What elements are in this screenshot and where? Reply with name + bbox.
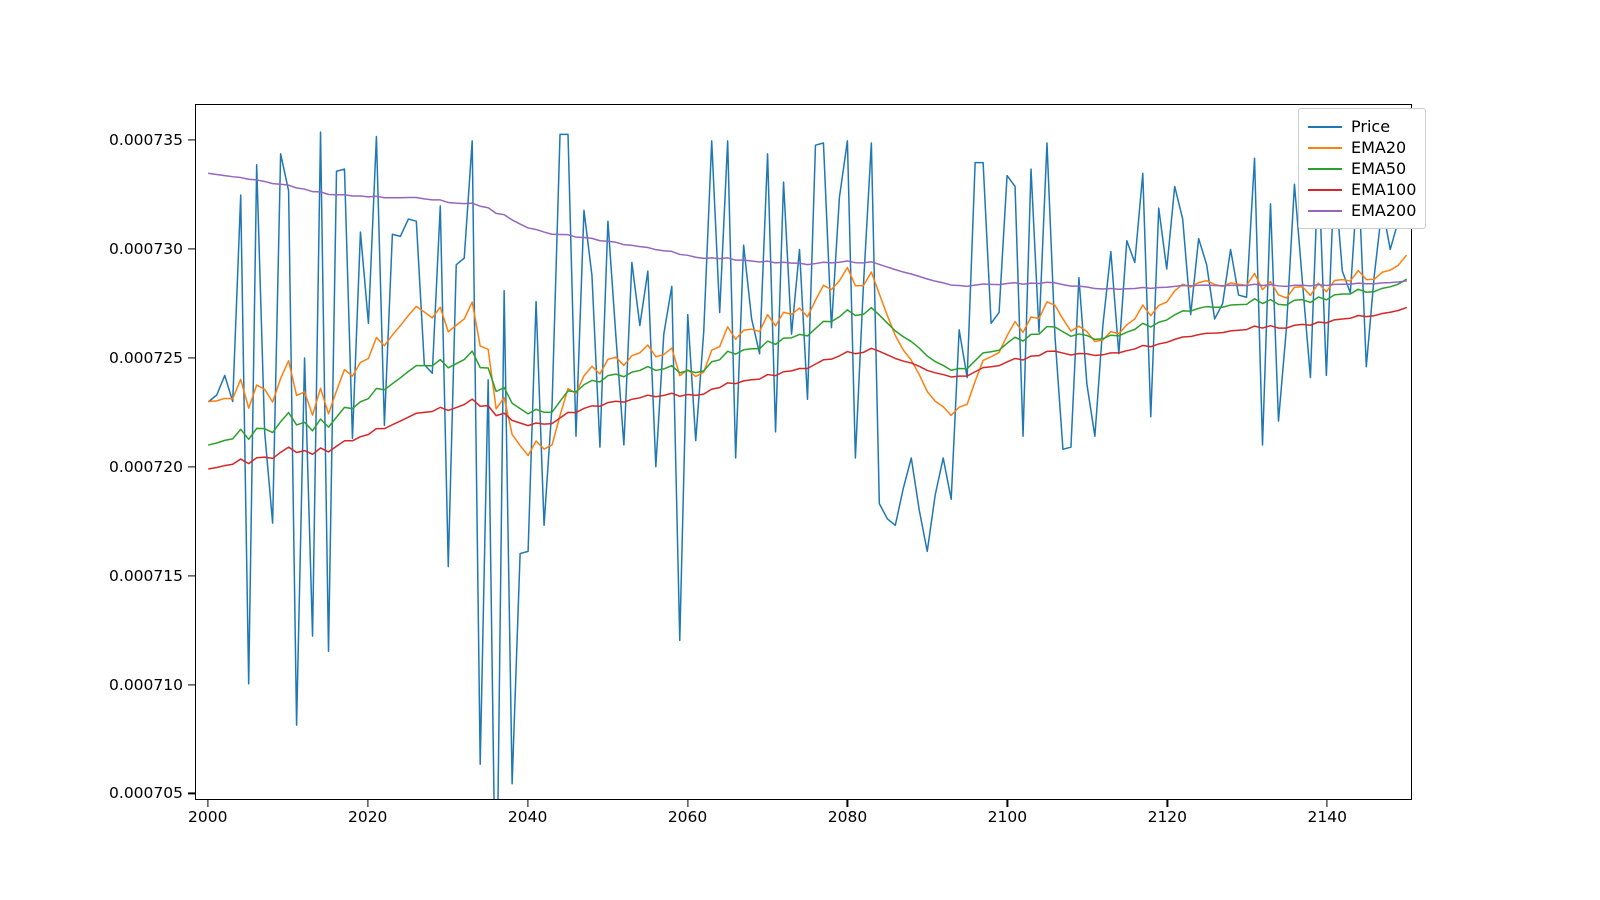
y-tick-label: 0.000710 (109, 675, 183, 694)
x-tick-mark (527, 800, 529, 807)
y-tick-label: 0.000725 (109, 348, 183, 367)
legend-label: EMA20 (1351, 137, 1407, 157)
x-tick-label: 2000 (188, 808, 228, 826)
x-tick-mark (686, 800, 689, 807)
y-tick-label: 0.000730 (109, 239, 183, 258)
legend-color-swatch (1308, 188, 1342, 191)
x-tick-label: 2040 (507, 808, 548, 826)
legend-color-swatch (1308, 125, 1342, 128)
legend-label: Price (1351, 116, 1391, 136)
legend-item-ema50[interactable]: EMA50 (1308, 158, 1416, 179)
x-tick-mark (846, 800, 849, 807)
y-tick-mark (188, 466, 195, 468)
y-tick-mark (188, 357, 195, 359)
x-tick-mark (367, 800, 369, 807)
chart-legend: Price EMA20 EMA50 EMA100 EMA200 (1298, 108, 1427, 229)
legend-item-ema20[interactable]: EMA20 (1308, 137, 1416, 158)
series-line-ema20 (209, 256, 1406, 456)
y-tick-label: 0.000735 (109, 130, 183, 149)
x-tick-label: 2060 (667, 808, 708, 826)
y-tick-label: 0.000720 (109, 457, 183, 476)
y-tick-mark (188, 792, 195, 795)
y-tick-mark (188, 139, 195, 141)
x-tick-mark (1006, 800, 1008, 807)
series-line-ema50 (209, 279, 1406, 445)
series-line-ema200 (209, 173, 1406, 289)
plot-lines (196, 105, 1411, 799)
y-tick-label: 0.000715 (109, 566, 183, 585)
legend-color-swatch (1308, 146, 1342, 149)
x-tick-mark (1166, 800, 1168, 807)
x-tick-label: 2020 (347, 808, 388, 826)
series-line-ema100 (209, 308, 1406, 469)
y-tick-mark (188, 683, 195, 686)
legend-color-swatch (1308, 209, 1342, 212)
x-tick-label: 2100 (987, 808, 1028, 826)
y-tick-label: 0.000705 (109, 784, 183, 803)
legend-label: EMA50 (1351, 158, 1407, 178)
legend-item-ema100[interactable]: EMA100 (1308, 179, 1416, 200)
x-tick-mark (1326, 800, 1328, 807)
series-line-price (209, 132, 1406, 799)
x-tick-label: 2120 (1147, 808, 1188, 826)
legend-label: EMA200 (1351, 200, 1417, 220)
legend-color-swatch (1308, 167, 1342, 170)
legend-item-ema200[interactable]: EMA200 (1308, 200, 1416, 221)
x-axis-tick-labels (0, 808, 1600, 838)
x-tick-mark (207, 800, 209, 807)
legend-item-price[interactable]: Price (1308, 116, 1416, 137)
y-tick-mark (188, 575, 195, 577)
plot-area (195, 104, 1412, 800)
x-tick-label: 2140 (1307, 808, 1347, 826)
y-tick-mark (188, 248, 195, 250)
x-tick-label: 2080 (827, 808, 868, 826)
legend-label: EMA100 (1351, 179, 1417, 199)
